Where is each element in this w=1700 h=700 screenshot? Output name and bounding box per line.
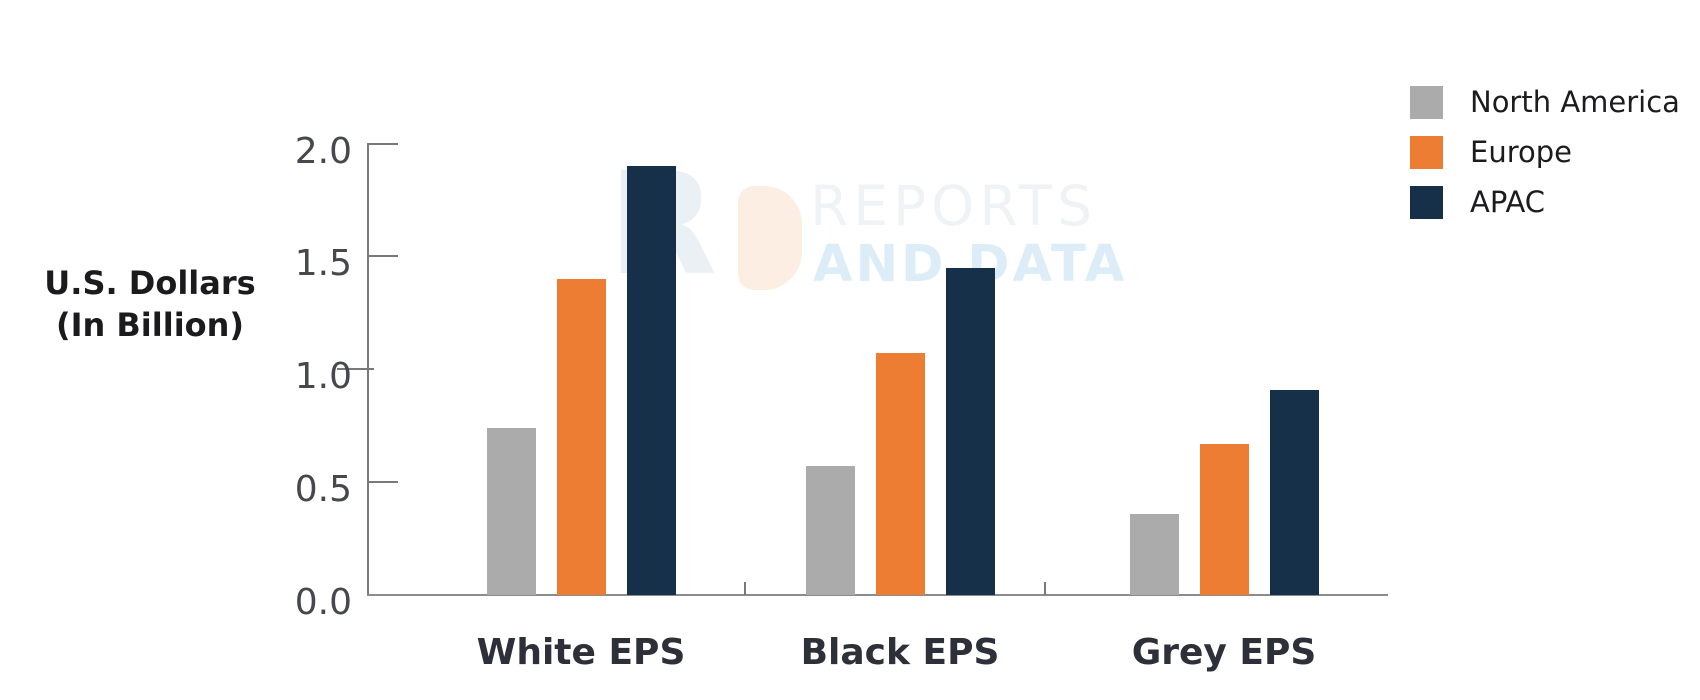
bar-north-america-grey-eps: [1130, 514, 1179, 595]
y-axis-title-line1: U.S. Dollars: [44, 264, 256, 302]
y-tick-label: 0.5: [294, 469, 352, 510]
legend-label: APAC: [1470, 185, 1546, 219]
y-tick-label: 2.0: [294, 131, 352, 172]
bar-north-america-white-eps: [487, 428, 536, 595]
y-axis-title-line2: (In Billion): [55, 306, 245, 344]
y-tick-label: 1.0: [294, 356, 352, 397]
legend-swatch-north-america: [1410, 86, 1443, 119]
category-label-grey-eps: Grey EPS: [1131, 632, 1317, 673]
category-label-black-eps: Black EPS: [800, 632, 1000, 673]
watermark-logo-d-shape: [738, 186, 802, 290]
category-label-white-eps: White EPS: [476, 632, 686, 673]
bar-apac-white-eps: [627, 166, 676, 595]
bar-europe-grey-eps: [1200, 444, 1249, 595]
y-axis-tick: [337, 368, 374, 370]
legend-label: North America: [1470, 85, 1680, 119]
y-tick-label: 0.0: [294, 582, 352, 623]
bar-europe-black-eps: [876, 353, 925, 595]
bar-europe-white-eps: [557, 279, 606, 595]
watermark-text-reports: REPORTS: [810, 174, 1098, 238]
legend-item-apac: APAC: [1410, 186, 1680, 219]
legend-label: Europe: [1470, 135, 1572, 169]
legend-swatch-europe: [1410, 136, 1443, 169]
bar-apac-black-eps: [946, 268, 995, 595]
x-axis-tick: [744, 582, 746, 595]
legend: North America Europe APAC: [1410, 86, 1680, 236]
y-tick-label: 1.5: [294, 243, 352, 284]
y-axis-title: U.S. Dollars (In Billion): [20, 262, 280, 346]
x-axis-line: [367, 594, 1388, 596]
bar-apac-grey-eps: [1270, 390, 1319, 595]
bar-north-america-black-eps: [806, 466, 855, 595]
y-axis-tick: [368, 143, 398, 145]
y-axis-tick: [368, 481, 398, 483]
legend-swatch-apac: [1410, 186, 1443, 219]
legend-item-europe: Europe: [1410, 136, 1680, 169]
x-axis-tick: [1044, 582, 1046, 595]
reports-and-data-watermark: R REPORTS AND DATA: [598, 154, 1138, 305]
y-axis-tick: [368, 255, 398, 257]
legend-item-north-america: North America: [1410, 86, 1680, 119]
